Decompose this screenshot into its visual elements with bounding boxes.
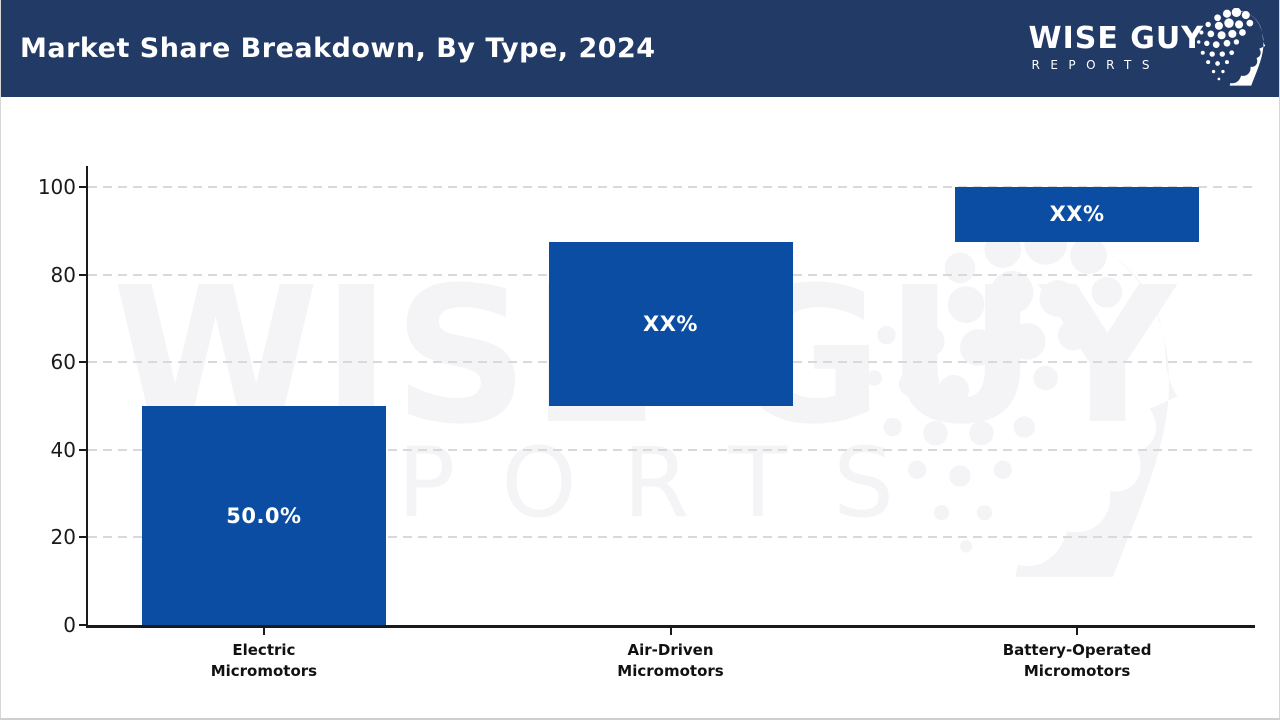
- chart-canvas: WISE GUY REPORTS 50.0% XX% XX% 0 20 40 60 80 10…: [0, 97, 1280, 720]
- x-category-label: Battery-Operated Micromotors: [937, 640, 1217, 682]
- y-tick-label: 60: [50, 350, 76, 375]
- gridline-40: [88, 448, 1253, 451]
- x-category-label: Electric Micromotors: [124, 640, 404, 682]
- y-tick-mark: [79, 361, 87, 364]
- y-tick-label: 20: [50, 525, 76, 550]
- logo-name: WISE GUY: [1028, 21, 1204, 56]
- logo-wordmark: WISE GUY REPORTS: [1028, 21, 1204, 73]
- x-tick-mark: [262, 628, 265, 635]
- logo-tagline: REPORTS: [1031, 58, 1160, 72]
- bar-value-label: XX%: [1049, 202, 1105, 227]
- bar-segment: XX%: [955, 187, 1200, 242]
- x-category-label-line: Micromotors: [1023, 662, 1131, 680]
- y-tick-mark: [79, 273, 87, 276]
- x-category-label-line: Electric: [232, 641, 296, 659]
- y-tick-mark: [79, 624, 87, 626]
- plot-area: 50.0% XX% XX%: [88, 186, 1253, 625]
- x-axis-line: [86, 625, 1255, 628]
- y-axis-line: [86, 166, 88, 627]
- y-tick-label: 100: [37, 175, 76, 199]
- bar-value-label: 50.0%: [226, 503, 302, 528]
- bar-value-label: XX%: [643, 311, 698, 336]
- x-category-label-line: Air-Driven: [627, 641, 714, 659]
- brand-logo: WISE GUY REPORTS: [1028, 8, 1266, 86]
- y-tick-mark: [79, 536, 87, 539]
- bar-segment: 50.0%: [141, 406, 386, 625]
- header-bar: Market Share Breakdown, By Type, 2024 WI…: [0, 0, 1280, 97]
- x-tick-mark: [669, 628, 672, 635]
- gridline-100: [88, 186, 1253, 188]
- x-category-label-line: Battery-Operated: [1002, 641, 1152, 659]
- page-title: Market Share Breakdown, By Type, 2024: [20, 33, 656, 64]
- logo-head-icon: [1197, 8, 1266, 86]
- y-tick-label: 0: [63, 613, 76, 637]
- x-category-label-line: Micromotors: [210, 662, 318, 680]
- x-tick-mark: [1076, 628, 1079, 635]
- bar-segment: XX%: [548, 241, 793, 406]
- y-tick-label: 80: [50, 262, 76, 287]
- y-tick-label: 40: [50, 437, 76, 462]
- x-category-label: Air-Driven Micromotors: [531, 640, 811, 682]
- gridline-20: [88, 536, 1253, 539]
- x-category-label-line: Micromotors: [617, 662, 724, 680]
- y-tick-mark: [79, 448, 87, 451]
- y-tick-mark: [79, 186, 87, 188]
